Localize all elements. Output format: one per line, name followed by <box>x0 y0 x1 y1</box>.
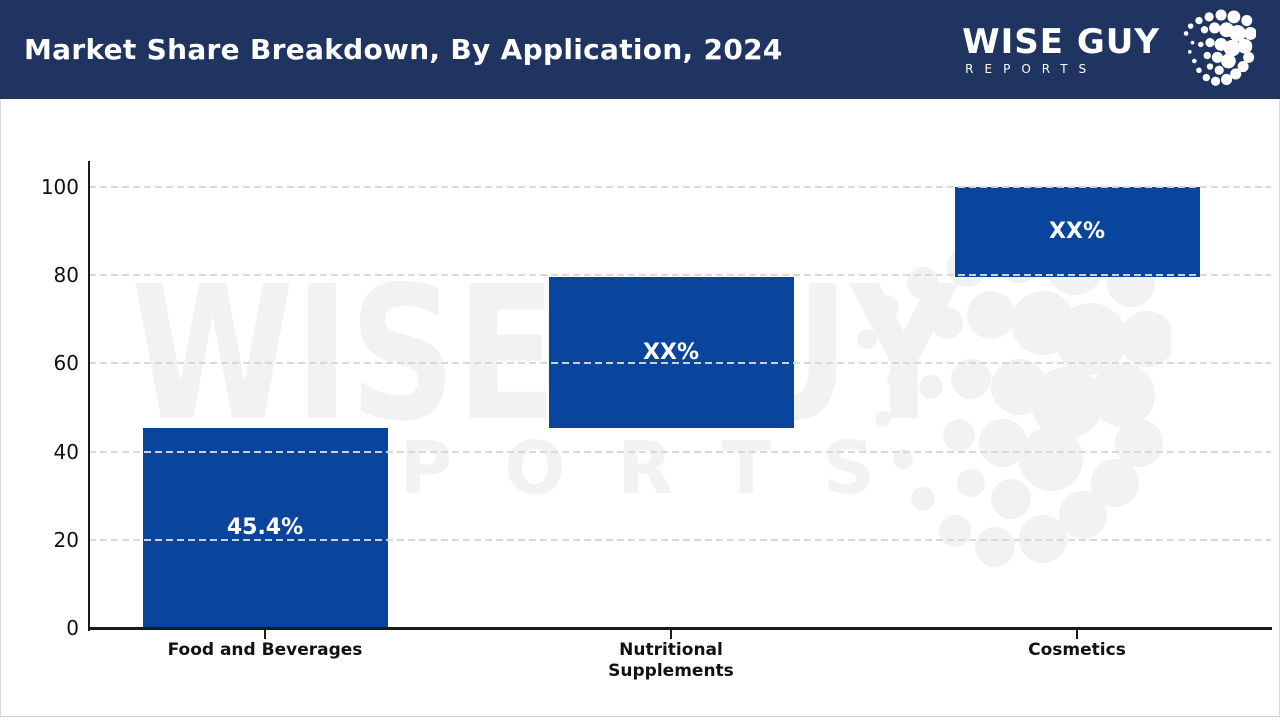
x-tick-3 <box>1076 630 1078 639</box>
bar-3 <box>954 187 1200 278</box>
watermark-wordmark: WISE GUY <box>131 246 958 462</box>
logo-subtitle: REPORTS <box>965 61 1098 76</box>
y-tick-label-100: 100 <box>40 175 79 199</box>
gridline-100 <box>89 186 1271 188</box>
bar-label-3: XX% <box>1049 219 1105 245</box>
x-tick-2 <box>670 630 672 639</box>
header-bar: Market Share Breakdown, By Application, … <box>0 0 1280 99</box>
y-tick-label-0: 0 <box>66 616 79 640</box>
page-title: Market Share Breakdown, By Application, … <box>24 33 783 66</box>
bar-label-1: 45.4% <box>226 514 304 540</box>
bar-label-2: XX% <box>643 339 699 365</box>
y-tick-label-40: 40 <box>53 439 79 464</box>
gridline-20 <box>89 538 1271 541</box>
category-label-3: Cosmetics <box>1028 640 1126 660</box>
y-tick-label-80: 80 <box>53 263 79 288</box>
gridline-80 <box>89 274 1271 277</box>
chart-area: WISE GUY REPORTS 0 20 40 60 80 100 45.4% Food a… <box>0 99 1280 717</box>
y-tick-label-60: 60 <box>53 351 79 376</box>
gridline-40 <box>89 450 1271 453</box>
bar-1 <box>142 427 388 628</box>
logo-wordmark: WISE GUY <box>962 21 1160 62</box>
x-tick-1 <box>264 630 266 639</box>
logo-text: WISE GUY REPORTS <box>962 25 1160 75</box>
x-axis-line <box>88 627 1272 630</box>
category-label-2: Nutritional Supplements <box>608 640 734 682</box>
dotted-head-icon <box>1183 9 1256 86</box>
wise-guy-reports-logo: WISE GUY REPORTS <box>962 9 1256 91</box>
y-tick-label-20: 20 <box>53 527 79 552</box>
y-axis-spine <box>88 161 90 631</box>
gridline-60 <box>89 362 1271 365</box>
bar-2 <box>548 277 794 428</box>
category-label-1: Food and Beverages <box>167 640 363 660</box>
